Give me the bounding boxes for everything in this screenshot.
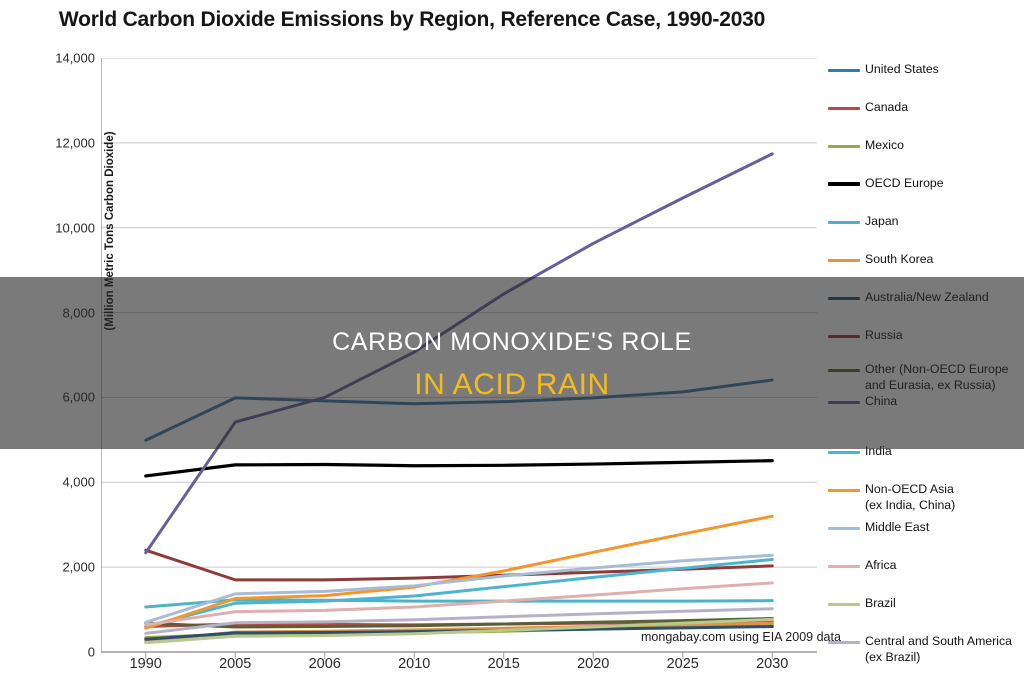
series-line — [144, 459, 774, 478]
x-tick-label: 2020 — [577, 656, 610, 672]
y-axis-title: (Million Metric Tons Carbon Dioxide) — [104, 131, 116, 331]
legend-item-label: United States — [865, 62, 939, 76]
plot-area — [101, 58, 817, 659]
x-tick-label: 2030 — [756, 656, 789, 672]
attribution-text: mongabay.com using EIA 2009 data — [641, 630, 841, 644]
legend-item-label: Brazil — [865, 596, 896, 610]
legend-item-japan[interactable]: Japan — [828, 214, 1024, 230]
legend-item-other-non-oecd-europe-and-eurasia-ex-russia[interactable]: Other (Non-OECD Europe and Eurasia, ex R… — [828, 362, 1024, 393]
legend-item-brazil[interactable]: Brazil — [828, 596, 1024, 612]
legend-color-swatch — [828, 259, 860, 262]
legend-color-swatch — [828, 489, 860, 492]
x-tick-label: 2006 — [308, 656, 341, 672]
y-tick-label: 4,000 — [62, 474, 95, 490]
legend-item-india[interactable]: India — [828, 444, 1024, 460]
legend-item-label: Canada — [865, 100, 909, 114]
x-tick-label: 1990 — [129, 656, 162, 672]
series-line — [144, 581, 774, 627]
legend-item-label: Central and South America (ex Brazil) — [865, 634, 1012, 664]
legend-item-label: Africa — [865, 558, 897, 572]
y-tick-label: 0 — [87, 644, 95, 660]
legend-color-swatch — [828, 527, 860, 530]
legend-color-swatch — [828, 401, 860, 404]
line-chart-svg — [101, 58, 817, 659]
x-tick-label: 2010 — [398, 656, 431, 672]
y-tick-label: 8,000 — [62, 305, 95, 321]
legend-item-oecd-europe[interactable]: OECD Europe — [828, 176, 1024, 192]
series-line — [144, 598, 774, 609]
series-line — [144, 548, 774, 582]
series-line — [144, 558, 774, 629]
legend-color-swatch — [828, 565, 860, 568]
legend-item-label: Russia — [865, 328, 903, 342]
series-line — [144, 616, 774, 629]
legend-item-label: Non-OECD Asia (ex India, China) — [865, 482, 956, 512]
legend-item-non-oecd-asia-ex-india-china[interactable]: Non-OECD Asia (ex India, China) — [828, 482, 1024, 513]
y-tick-label: 12,000 — [55, 135, 95, 151]
legend-item-central-and-south-america-ex-brazil[interactable]: Central and South America (ex Brazil) — [828, 634, 1024, 665]
series-line — [144, 514, 774, 630]
series-line — [144, 152, 774, 555]
legend-item-label: China — [865, 394, 898, 408]
x-tick-label: 2005 — [219, 656, 252, 672]
legend-color-swatch — [828, 641, 860, 644]
legend-item-label: Other (Non-OECD Europe and Eurasia, ex R… — [865, 362, 1009, 392]
x-axis-ticks: 1990 2005 2006 2010 2015 2020 2025 2030 — [101, 656, 817, 686]
legend-item-russia[interactable]: Russia — [828, 328, 1024, 344]
legend-item-china[interactable]: China — [828, 394, 1024, 410]
legend-color-swatch — [828, 145, 860, 148]
legend-item-label: Japan — [865, 214, 899, 228]
legend-color-swatch — [828, 451, 860, 454]
y-tick-label: 14,000 — [55, 50, 95, 66]
legend-item-label: Australia/New Zealand — [865, 290, 989, 304]
series-line — [144, 553, 774, 624]
legend-color-swatch — [828, 297, 860, 300]
legend-item-label: South Korea — [865, 252, 934, 266]
legend-item-united-states[interactable]: United States — [828, 62, 1024, 78]
legend-item-canada[interactable]: Canada — [828, 100, 1024, 116]
legend-color-swatch — [828, 335, 860, 338]
series-line — [144, 617, 774, 645]
x-tick-label: 2025 — [666, 656, 699, 672]
legend-color-swatch — [828, 221, 860, 224]
legend-item-label: Middle East — [865, 520, 930, 534]
legend-item-africa[interactable]: Africa — [828, 558, 1024, 574]
x-tick-label: 2015 — [487, 656, 520, 672]
series-line — [144, 378, 774, 442]
legend-item-australia-new-zealand[interactable]: Australia/New Zealand — [828, 290, 1024, 306]
legend-color-swatch — [828, 182, 860, 186]
y-tick-label: 6,000 — [62, 389, 95, 405]
chart-legend: United States Canada Mexico OECD Europe Japa… — [828, 58, 1024, 678]
y-tick-label: 10,000 — [55, 220, 95, 236]
legend-item-mexico[interactable]: Mexico — [828, 138, 1024, 154]
y-axis-ticks: 0 2,000 4,000 6,000 8,000 10,000 12,000 14,000 — [0, 51, 95, 660]
legend-item-label: OECD Europe — [865, 176, 944, 190]
y-tick-label: 2,000 — [62, 559, 95, 575]
legend-item-label: India — [865, 444, 892, 458]
legend-item-south-korea[interactable]: South Korea — [828, 252, 1024, 268]
page-title: World Carbon Dioxide Emissions by Region… — [58, 8, 766, 31]
legend-item-label: Mexico — [865, 138, 904, 152]
legend-item-middle-east[interactable]: Middle East — [828, 520, 1024, 536]
legend-color-swatch — [828, 69, 860, 72]
legend-color-swatch — [828, 107, 860, 110]
legend-color-swatch — [828, 369, 860, 372]
legend-color-swatch — [828, 603, 860, 606]
series-line — [144, 607, 774, 635]
